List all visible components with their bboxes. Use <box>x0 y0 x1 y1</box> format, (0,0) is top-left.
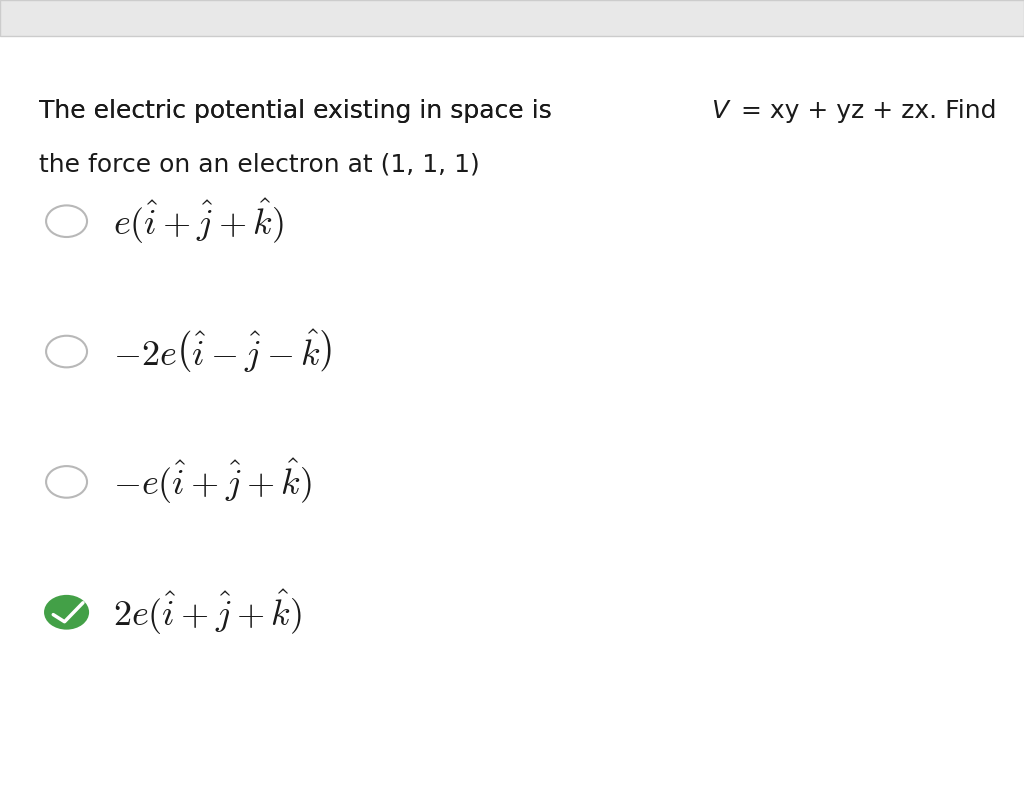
Text: V: V <box>711 99 728 122</box>
Bar <box>0 0 1024 36</box>
Text: $2e(\hat{i} + \hat{j} + \hat{k})$: $2e(\hat{i} + \hat{j} + \hat{k})$ <box>113 588 301 637</box>
Text: The electric potential existing in space is: The electric potential existing in space… <box>39 99 560 122</box>
Text: The electric potential existing in space is: The electric potential existing in space… <box>39 99 560 122</box>
Circle shape <box>44 595 89 630</box>
Text: $-2e\left(\hat{i} - \hat{j} - \hat{k}\right)$: $-2e\left(\hat{i} - \hat{j} - \hat{k}\ri… <box>113 328 332 375</box>
Text: $-e(\hat{i} + \hat{j} + \hat{k})$: $-e(\hat{i} + \hat{j} + \hat{k})$ <box>113 457 311 506</box>
Text: = xy + yz + zx. Find: = xy + yz + zx. Find <box>733 99 996 122</box>
Text: $e(\hat{i} + \hat{j} + \hat{k})$: $e(\hat{i} + \hat{j} + \hat{k})$ <box>113 197 284 246</box>
Text: the force on an electron at (1, 1, 1): the force on an electron at (1, 1, 1) <box>39 152 479 176</box>
